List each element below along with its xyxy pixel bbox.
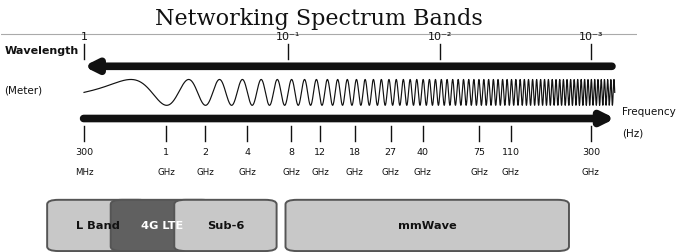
Text: mmWave: mmWave (398, 220, 456, 231)
Text: 10⁻²: 10⁻² (428, 32, 452, 42)
Text: GHz: GHz (157, 167, 175, 176)
Text: GHz: GHz (239, 167, 256, 176)
Text: 40: 40 (417, 147, 428, 156)
Text: 10⁻¹: 10⁻¹ (276, 32, 301, 42)
Text: Sub-6: Sub-6 (207, 220, 244, 231)
Text: 4G LTE: 4G LTE (141, 220, 183, 231)
Text: GHz: GHz (413, 167, 432, 176)
Text: (Meter): (Meter) (5, 86, 43, 96)
Text: GHz: GHz (582, 167, 600, 176)
Text: MHz: MHz (75, 167, 93, 176)
Text: GHz: GHz (471, 167, 488, 176)
Text: GHz: GHz (502, 167, 520, 176)
Text: GHz: GHz (311, 167, 329, 176)
Text: 75: 75 (473, 147, 486, 156)
Text: Networking Spectrum Bands: Networking Spectrum Bands (155, 8, 483, 29)
FancyBboxPatch shape (286, 200, 569, 251)
Text: 10⁻³: 10⁻³ (579, 32, 603, 42)
FancyBboxPatch shape (111, 200, 213, 251)
Text: 4: 4 (245, 147, 250, 156)
Text: 110: 110 (502, 147, 520, 156)
Text: GHz: GHz (282, 167, 300, 176)
Text: 1: 1 (80, 32, 88, 42)
Text: 12: 12 (314, 147, 326, 156)
Text: L Band: L Band (76, 220, 120, 231)
Text: Wavelength: Wavelength (5, 46, 79, 56)
Text: 1: 1 (163, 147, 169, 156)
Text: (Hz): (Hz) (622, 128, 643, 138)
Text: GHz: GHz (382, 167, 400, 176)
FancyBboxPatch shape (174, 200, 277, 251)
Text: 300: 300 (582, 147, 600, 156)
Text: 8: 8 (288, 147, 294, 156)
Text: 300: 300 (75, 147, 93, 156)
Text: 18: 18 (349, 147, 360, 156)
FancyBboxPatch shape (47, 200, 150, 251)
Text: GHz: GHz (196, 167, 214, 176)
Text: 27: 27 (385, 147, 396, 156)
Text: GHz: GHz (346, 167, 364, 176)
Text: Frequency: Frequency (622, 107, 676, 117)
Text: 2: 2 (202, 147, 208, 156)
